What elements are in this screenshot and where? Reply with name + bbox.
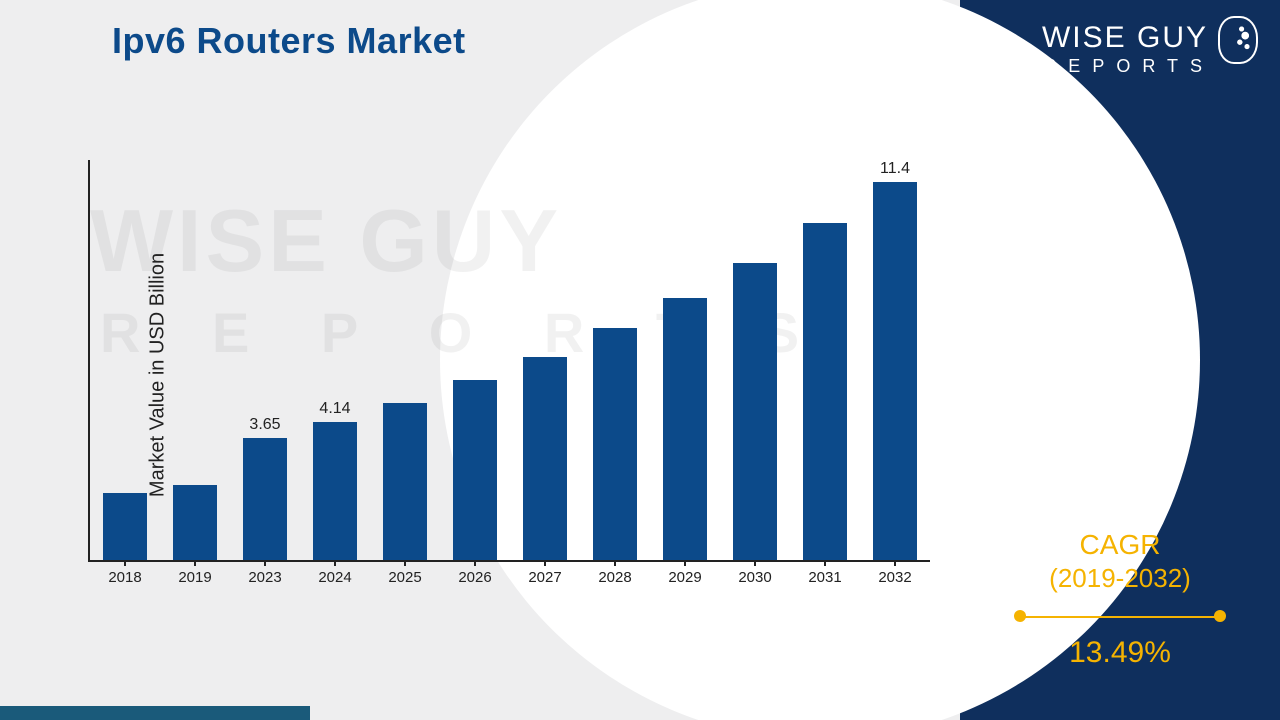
bar-rect — [313, 422, 357, 560]
bar-slot: 11.42032 — [860, 160, 930, 560]
x-tick-mark — [474, 560, 476, 566]
x-tick-mark — [404, 560, 406, 566]
bottom-accent-bar — [0, 706, 310, 720]
bar-rect — [733, 263, 777, 560]
bar-slot: 2030 — [720, 160, 790, 560]
cagr-label: CAGR — [1000, 529, 1240, 561]
x-tick-mark — [684, 560, 686, 566]
cagr-period: (2019-2032) — [1000, 563, 1240, 594]
brand-logo: WISE GUY REPORTS — [996, 18, 1256, 98]
divider-dot-right — [1214, 610, 1226, 622]
x-tick-label: 2018 — [108, 569, 141, 586]
bar-chart: Market Value in USD Billion 201820193.65… — [70, 160, 930, 590]
bar-value-label: 11.4 — [880, 160, 910, 178]
x-tick-mark — [194, 560, 196, 566]
x-tick-mark — [544, 560, 546, 566]
brand-line1: WISE GUY — [996, 18, 1256, 58]
bar-rect — [663, 298, 707, 560]
brand-line2: REPORTS — [996, 56, 1214, 77]
bar-slot: 2026 — [440, 160, 510, 560]
x-tick-label: 2029 — [668, 569, 701, 586]
bar-rect — [453, 380, 497, 560]
brand-head-icon — [1216, 18, 1256, 58]
bar-rect — [523, 357, 567, 560]
bar-slot: 2031 — [790, 160, 860, 560]
bar-rect — [593, 328, 637, 560]
bar-value-label: 4.14 — [319, 400, 350, 418]
x-tick-label: 2024 — [318, 569, 351, 586]
x-axis-line — [88, 560, 930, 562]
bar-slot: 2019 — [160, 160, 230, 560]
x-tick-label: 2023 — [248, 569, 281, 586]
bar-rect — [383, 403, 427, 560]
cagr-block: CAGR (2019-2032) 13.49% — [1000, 529, 1240, 670]
x-tick-mark — [334, 560, 336, 566]
cagr-value: 13.49% — [1000, 636, 1240, 670]
bar-slot: 2025 — [370, 160, 440, 560]
x-tick-mark — [614, 560, 616, 566]
x-tick-mark — [754, 560, 756, 566]
bar-slot: 2027 — [510, 160, 580, 560]
bar-slot: 2029 — [650, 160, 720, 560]
bar-rect — [173, 485, 217, 560]
x-tick-mark — [264, 560, 266, 566]
brand-text-1: WISE GUY — [1042, 21, 1208, 55]
x-tick-label: 2028 — [598, 569, 631, 586]
x-tick-label: 2027 — [528, 569, 561, 586]
bar-rect — [803, 223, 847, 560]
x-tick-label: 2031 — [808, 569, 841, 586]
x-tick-label: 2025 — [388, 569, 421, 586]
page-root: WISE GUY R E P O R T S Ipv6 Routers Mark… — [0, 0, 1280, 720]
bar-slot: 2018 — [90, 160, 160, 560]
bar-value-label: 3.65 — [249, 416, 280, 434]
bar-rect — [243, 438, 287, 560]
bar-slot: 2028 — [580, 160, 650, 560]
x-tick-mark — [894, 560, 896, 566]
chart-title: Ipv6 Routers Market — [112, 20, 466, 62]
bar-slot: 3.652023 — [230, 160, 300, 560]
cagr-divider — [1020, 604, 1220, 628]
x-tick-label: 2019 — [178, 569, 211, 586]
x-tick-mark — [824, 560, 826, 566]
bar-slot: 4.142024 — [300, 160, 370, 560]
bar-rect — [873, 182, 917, 560]
bars-container: 201820193.6520234.1420242025202620272028… — [90, 160, 930, 560]
x-tick-mark — [124, 560, 126, 566]
x-tick-label: 2026 — [458, 569, 491, 586]
bar-rect — [103, 493, 147, 560]
x-tick-label: 2030 — [738, 569, 771, 586]
x-tick-label: 2032 — [878, 569, 911, 586]
divider-dot-left — [1014, 610, 1026, 622]
